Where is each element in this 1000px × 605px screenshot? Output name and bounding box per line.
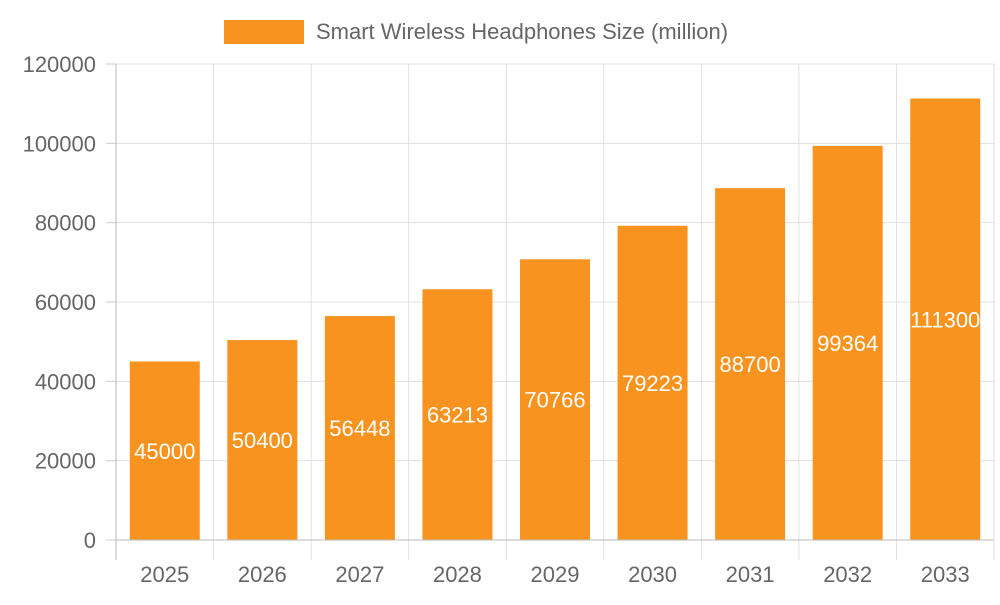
x-tick-label: 2028 [433, 562, 482, 587]
x-tick-label: 2026 [238, 562, 287, 587]
y-tick-label: 60000 [35, 290, 96, 315]
bar-2031 [715, 188, 786, 540]
grid [115, 63, 995, 560]
y-tick-label: 100000 [23, 131, 96, 156]
data-label-2028: 63213 [427, 403, 488, 428]
bar-2032 [812, 145, 883, 540]
y-tick-label: 0 [84, 528, 96, 553]
data-label-2032: 99364 [817, 331, 878, 356]
bar-2030 [617, 225, 688, 540]
bar-2027 [324, 316, 395, 540]
bar-2033 [910, 98, 981, 540]
bar-2029 [520, 259, 590, 540]
data-label-2033: 111300 [910, 307, 980, 332]
x-tick-label: 2030 [628, 562, 677, 587]
legend-label: Smart Wireless Headphones Size (million) [316, 19, 728, 44]
y-tick-label: 120000 [23, 52, 96, 77]
data-label-2027: 56448 [329, 416, 390, 441]
x-tick-label: 2032 [823, 562, 872, 587]
y-tick-label: 40000 [35, 369, 96, 394]
data-label-2030: 79223 [622, 371, 683, 396]
legend[interactable]: Smart Wireless Headphones Size (million) [224, 19, 728, 44]
bar-2026 [227, 340, 298, 540]
data-labels: 45000 50400 56448 63213 70766 79223 88700 99364… [134, 307, 980, 463]
data-label-2029: 70766 [524, 388, 585, 413]
data-label-2025: 45000 [134, 439, 195, 464]
bars [129, 98, 981, 540]
x-tick-label: 2029 [531, 562, 580, 587]
x-tick-label: 2025 [140, 562, 189, 587]
axes: 0 20000 40000 60000 80000 100000 120000 2025 202… [23, 52, 994, 587]
data-label-2026: 50400 [232, 428, 293, 453]
y-tick-label: 80000 [35, 211, 96, 236]
data-label-2031: 88700 [720, 352, 781, 377]
x-tick-label: 2031 [726, 562, 775, 587]
legend-swatch [224, 20, 304, 44]
x-tick-label: 2033 [921, 562, 970, 587]
bar-2025 [129, 361, 200, 540]
y-tick-label: 20000 [35, 449, 96, 474]
x-tick-label: 2027 [335, 562, 384, 587]
bar-2028 [422, 289, 493, 540]
